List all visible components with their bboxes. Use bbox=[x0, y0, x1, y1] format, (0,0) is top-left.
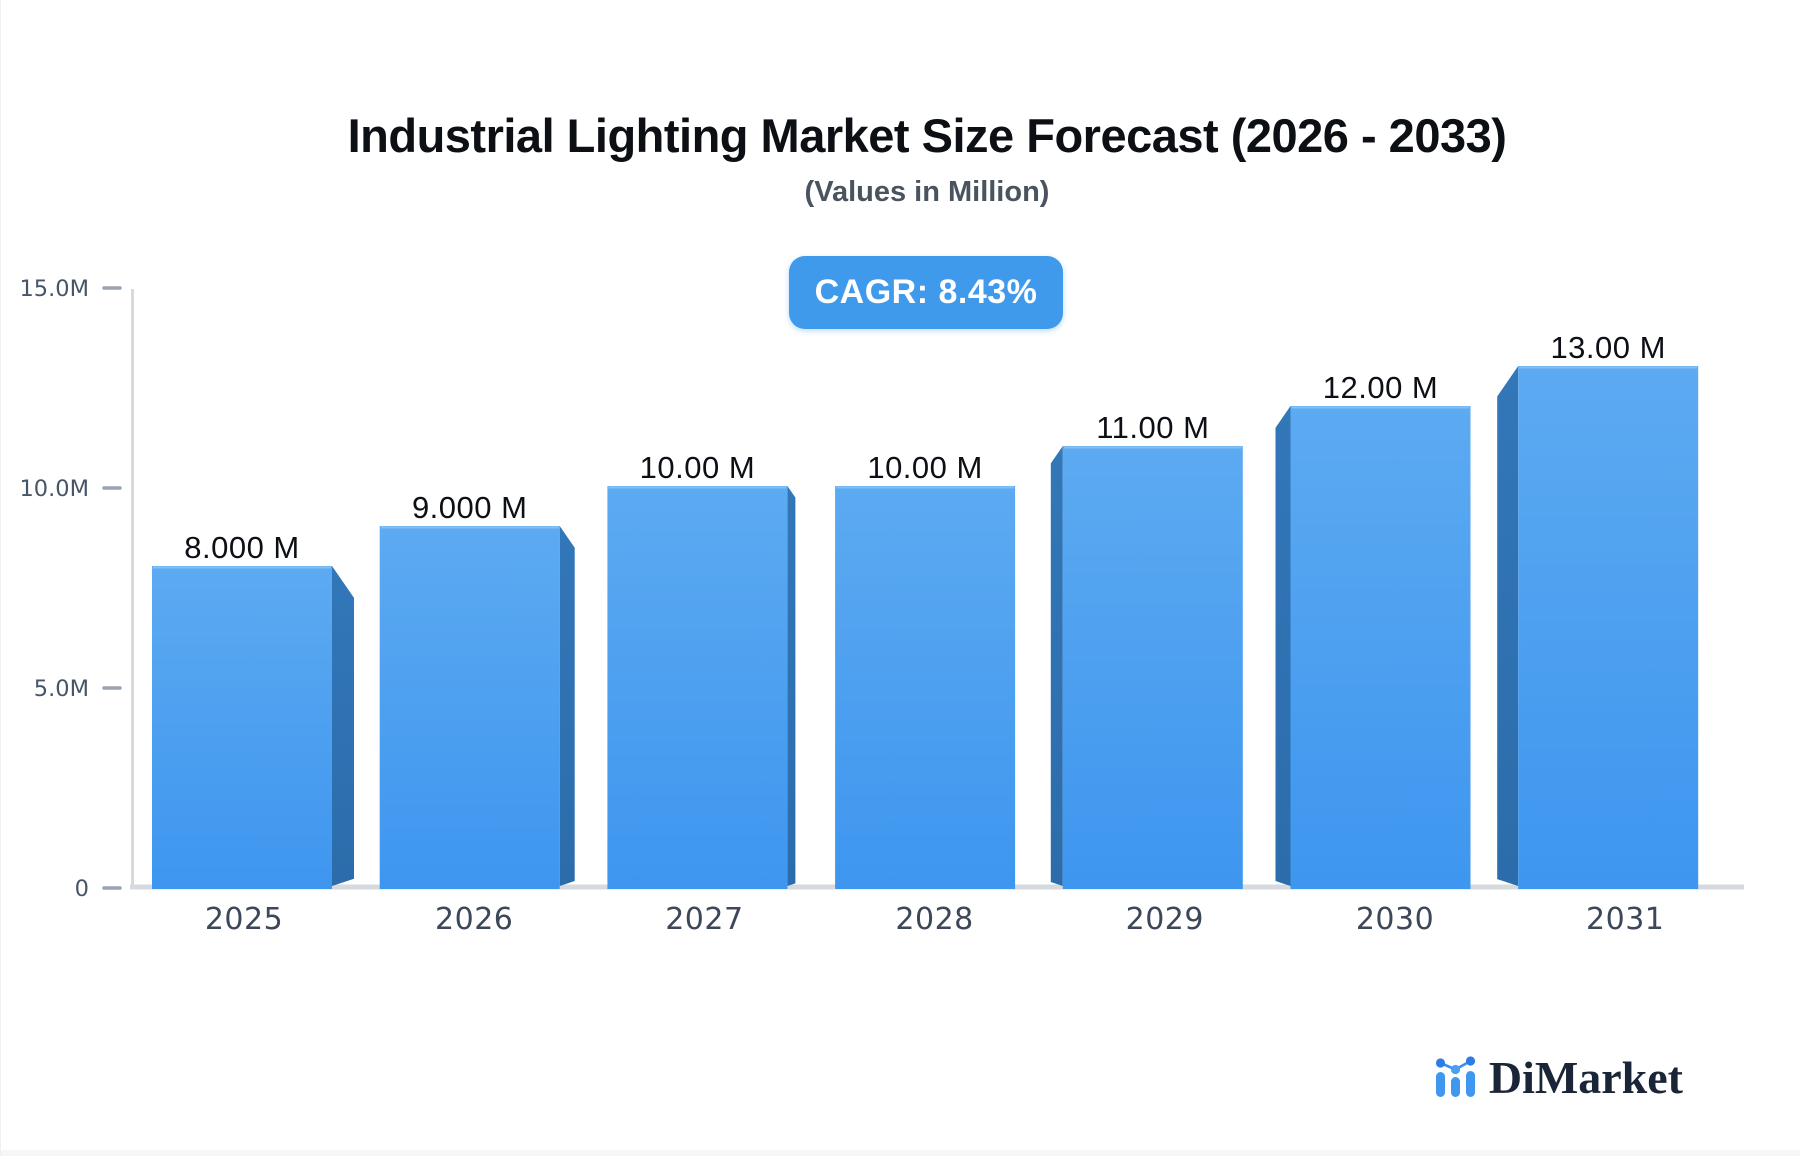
bar-front-face bbox=[607, 486, 788, 889]
bar-value-label: 11.00 M bbox=[1096, 410, 1209, 445]
bar-side-face bbox=[559, 526, 575, 886]
chart-subtitle: (Values in Million) bbox=[804, 176, 1050, 208]
y-tick-label: 5.0M bbox=[34, 676, 89, 702]
bar-side-face bbox=[787, 486, 796, 886]
bar-side-face bbox=[1275, 406, 1291, 886]
bar-value-label: 8.000 M bbox=[184, 530, 300, 565]
y-tick-label: 10.0M bbox=[19, 476, 89, 502]
bar-value-label: 10.00 M bbox=[640, 450, 756, 485]
bar-group-2031: 13.00 M bbox=[1497, 330, 1699, 889]
bar-group-2025: 8.000 M bbox=[152, 530, 354, 889]
cagr-badge-label: CAGR: 8.43% bbox=[814, 273, 1038, 311]
bottom-edge-strip bbox=[1, 1150, 1800, 1156]
x-axis-label: 2026 bbox=[435, 902, 513, 937]
bar-group-2027: 10.00 M bbox=[607, 450, 796, 889]
bar-side-face bbox=[332, 566, 354, 886]
bar-group-2030: 12.00 M bbox=[1275, 370, 1471, 889]
bar-value-label: 10.00 M bbox=[867, 450, 983, 485]
y-tick-label: 0 bbox=[75, 876, 89, 902]
bar-front-face bbox=[1518, 366, 1699, 889]
x-axis-label: 2025 bbox=[205, 902, 283, 937]
bar-side-face bbox=[1497, 366, 1519, 886]
bar-side-face bbox=[1050, 446, 1063, 886]
bar-group-2028: 10.00 M bbox=[835, 450, 1016, 889]
x-axis-label: 2029 bbox=[1126, 902, 1204, 937]
bar-value-label: 13.00 M bbox=[1550, 330, 1666, 365]
dimarket-watermark: DiMarket bbox=[1434, 1051, 1683, 1103]
x-axis-label: 2027 bbox=[665, 902, 743, 937]
x-axis-label: 2028 bbox=[895, 902, 973, 937]
chart-title: Industrial Lighting Market Size Forecast… bbox=[347, 109, 1507, 162]
bar-line-chart-icon bbox=[1435, 1056, 1475, 1097]
bar-value-label: 9.000 M bbox=[412, 490, 528, 525]
bar-front-face bbox=[152, 566, 332, 889]
cagr-badge: CAGR: 8.43% bbox=[789, 256, 1063, 329]
bar-front-face bbox=[1062, 446, 1243, 889]
bar-group-2026: 9.000 M bbox=[379, 490, 575, 889]
bar-group-2029: 11.00 M bbox=[1050, 410, 1243, 889]
y-tick-label: 15.0M bbox=[19, 276, 89, 302]
brand-name: DiMarket bbox=[1488, 1051, 1683, 1103]
bar-front-face bbox=[379, 526, 560, 889]
bar-front-face bbox=[1290, 406, 1471, 889]
x-axis-label: 2030 bbox=[1356, 902, 1434, 937]
bar-value-label: 12.00 M bbox=[1323, 370, 1439, 405]
x-axis-label: 2031 bbox=[1586, 902, 1664, 937]
bar-front-face bbox=[835, 486, 1016, 889]
